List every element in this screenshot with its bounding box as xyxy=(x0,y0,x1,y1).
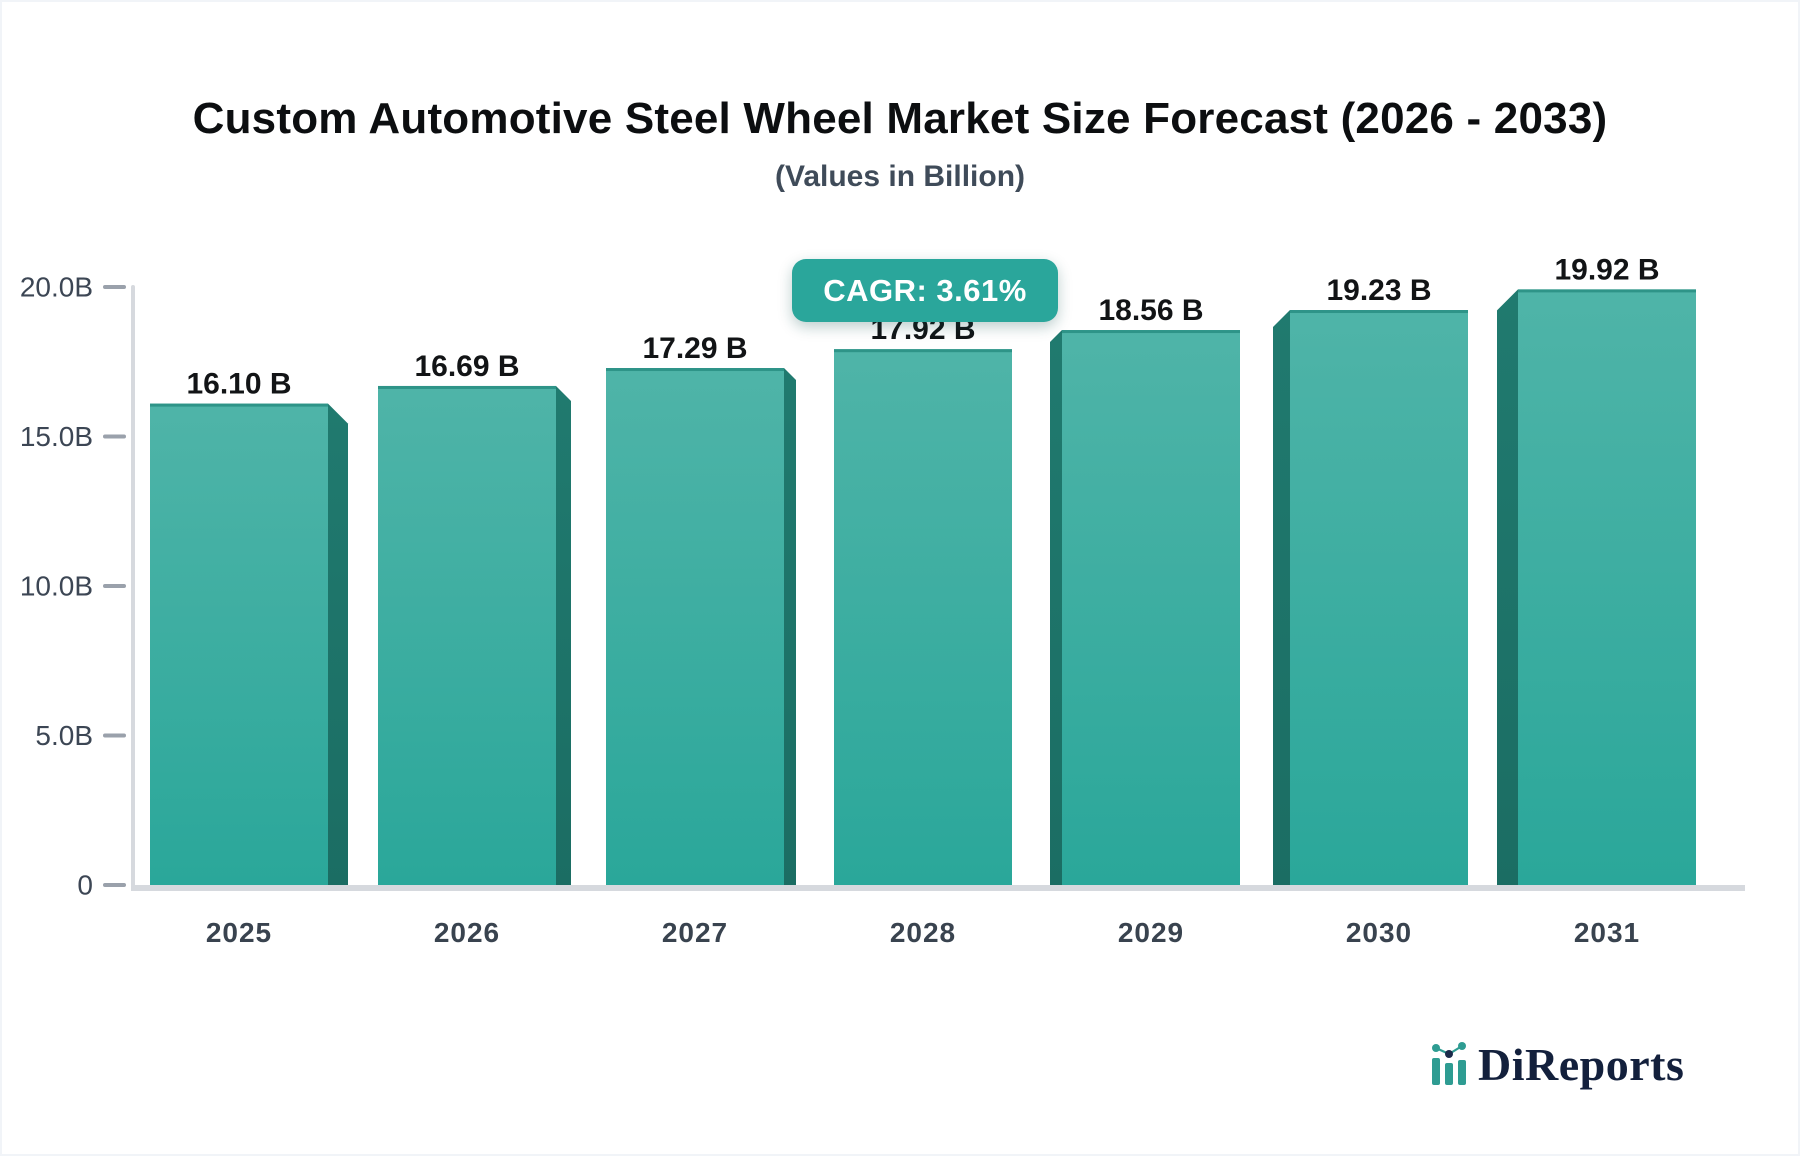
y-tick-mark xyxy=(103,285,126,289)
brand-logo-icon xyxy=(1432,1042,1466,1085)
y-tick-label: 10.0B xyxy=(20,571,93,602)
x-tick-label: 2026 xyxy=(434,917,500,948)
bar-value-label: 19.23 B xyxy=(1326,274,1431,307)
logo-bar-left xyxy=(1432,1058,1440,1085)
bar-group-2030[interactable] xyxy=(1273,310,1468,885)
y-tick-label: 5.0B xyxy=(35,720,93,751)
brand-logo: DiReports xyxy=(1432,1034,1685,1090)
bar-2025[interactable] xyxy=(150,403,328,885)
chart-subtitle: (Values in Billion) xyxy=(774,160,1026,193)
bar-2027[interactable] xyxy=(606,368,784,885)
bar-top-edge xyxy=(1518,289,1696,293)
x-tick-label: 2030 xyxy=(1346,917,1412,948)
logo-dot-right xyxy=(1458,1042,1466,1050)
bar-top-edge xyxy=(1290,310,1468,314)
bar-top-edge xyxy=(378,385,556,389)
bar-top-edge xyxy=(1062,330,1240,334)
y-tick-mark xyxy=(103,883,126,887)
y-tick-label: 20.0B xyxy=(20,272,93,303)
x-tick-label: 2029 xyxy=(1118,917,1184,948)
bar-top-edge xyxy=(606,368,784,372)
cagr-badge: CAGR: 3.61% xyxy=(792,259,1058,322)
bar-2028[interactable] xyxy=(834,349,1012,885)
y-tick-mark xyxy=(103,584,126,588)
x-axis-line xyxy=(131,885,1745,891)
bar-side-2027 xyxy=(784,368,796,885)
bar-group-2026[interactable] xyxy=(378,385,571,885)
y-tick-label: 15.0B xyxy=(20,421,93,452)
bar-value-label: 19.92 B xyxy=(1554,253,1659,286)
x-tick-label: 2025 xyxy=(206,917,272,948)
bar-value-label: 16.69 B xyxy=(414,350,519,383)
bar-value-label: 17.29 B xyxy=(642,332,747,365)
logo-bar-middle xyxy=(1445,1063,1453,1085)
x-tick-label: 2031 xyxy=(1574,917,1640,948)
y-axis-line xyxy=(131,285,135,891)
y-tick-label: 0 xyxy=(77,870,93,901)
bar-side-2031 xyxy=(1497,289,1518,886)
bar-top-edge xyxy=(834,349,1012,353)
bar-group-2031[interactable] xyxy=(1497,289,1696,886)
x-tick-label: 2027 xyxy=(662,917,728,948)
chart-title: Custom Automotive Steel Wheel Market Siz… xyxy=(192,94,1608,143)
bar-value-label: 18.56 B xyxy=(1098,294,1203,327)
logo-dot-middle xyxy=(1445,1050,1453,1058)
bar-side-2029 xyxy=(1050,330,1062,885)
logo-dot-left xyxy=(1432,1044,1440,1052)
bar-group-2028[interactable] xyxy=(834,349,1012,885)
logo-bar-right xyxy=(1458,1060,1466,1085)
x-tick-label: 2028 xyxy=(890,917,956,948)
bar-2029[interactable] xyxy=(1062,330,1240,885)
bar-2026[interactable] xyxy=(378,385,556,885)
bar-top-edge xyxy=(150,403,328,407)
bar-2030[interactable] xyxy=(1290,310,1468,885)
brand-name: DiReports xyxy=(1478,1038,1685,1090)
bar-group-2025[interactable] xyxy=(150,403,348,885)
bar-group-2029[interactable] xyxy=(1050,330,1240,885)
bar-side-2030 xyxy=(1273,310,1290,885)
bar-side-2026 xyxy=(556,385,571,885)
bar-value-label: 16.10 B xyxy=(186,368,291,401)
bar-2031[interactable] xyxy=(1518,289,1696,886)
bar-group-2027[interactable] xyxy=(606,368,796,885)
bar-side-2025 xyxy=(328,403,348,885)
y-tick-mark xyxy=(103,434,126,439)
y-tick-mark xyxy=(103,733,126,738)
